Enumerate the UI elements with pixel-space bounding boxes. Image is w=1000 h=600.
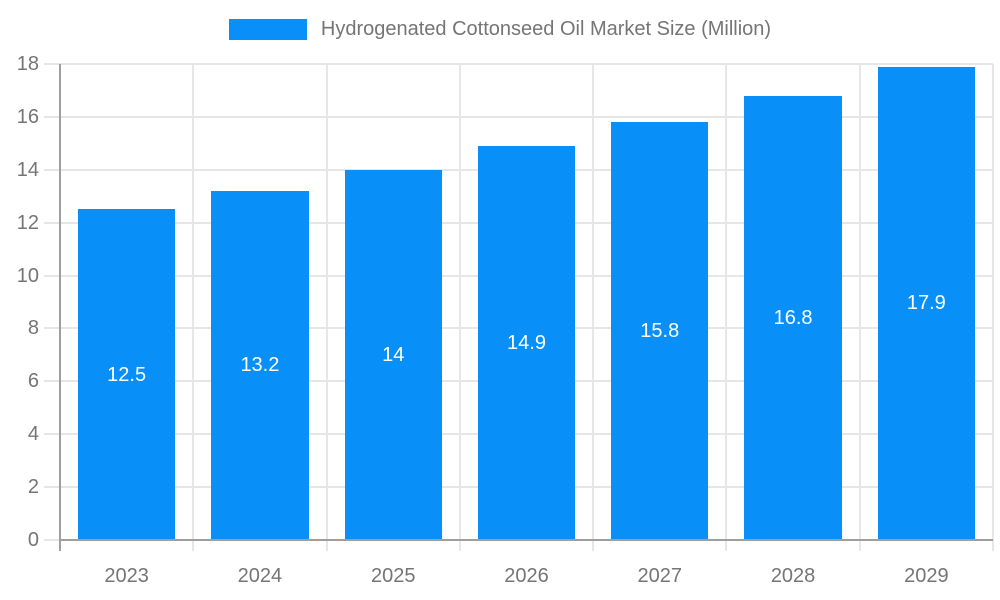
y-tick-label: 2 bbox=[27, 476, 39, 499]
y-tick-label: 8 bbox=[27, 317, 39, 340]
bar-value-label: 14.9 bbox=[507, 331, 546, 354]
bar[interactable] bbox=[477, 145, 576, 539]
x-axis-tick bbox=[192, 540, 195, 551]
y-tick-label: 12 bbox=[16, 211, 39, 234]
y-axis-tick bbox=[44, 63, 60, 65]
gridline-vertical bbox=[458, 64, 461, 540]
bar[interactable] bbox=[611, 122, 709, 539]
x-tick-label: 2028 bbox=[770, 565, 816, 587]
gridline-vertical bbox=[325, 64, 328, 540]
bar[interactable] bbox=[744, 95, 842, 539]
bar-value-label: 13.2 bbox=[240, 354, 280, 377]
y-axis-line bbox=[59, 64, 61, 551]
x-axis-tick bbox=[725, 540, 728, 551]
bar[interactable] bbox=[344, 169, 442, 539]
bar-value-label: 12.5 bbox=[107, 363, 147, 386]
x-tick-label: 2026 bbox=[504, 565, 549, 587]
x-tick-label: 2024 bbox=[237, 565, 283, 587]
x-axis-tick bbox=[325, 540, 328, 551]
gridline-vertical bbox=[725, 64, 728, 540]
y-axis-tick bbox=[44, 327, 60, 330]
x-tick-label: 2023 bbox=[104, 565, 149, 587]
y-tick-label: 4 bbox=[27, 423, 39, 446]
x-axis-tick bbox=[458, 540, 461, 551]
y-axis-tick bbox=[44, 539, 60, 541]
y-axis-tick bbox=[44, 115, 60, 118]
bar[interactable] bbox=[877, 66, 975, 539]
gridline-vertical bbox=[992, 64, 994, 540]
bar-value-label: 15.8 bbox=[640, 320, 680, 343]
legend[interactable]: Hydrogenated Cottonseed Oil Market Size … bbox=[0, 18, 1000, 41]
y-tick-label: 10 bbox=[16, 264, 39, 287]
y-tick-label: 0 bbox=[27, 529, 39, 551]
bar-value-label: 17.9 bbox=[906, 292, 946, 315]
gridline-vertical bbox=[192, 64, 195, 540]
y-tick-label: 6 bbox=[27, 370, 39, 393]
x-axis-tick bbox=[858, 540, 861, 551]
y-axis-tick bbox=[44, 221, 60, 224]
y-tick-label: 14 bbox=[16, 158, 39, 181]
legend-label: Hydrogenated Cottonseed Oil Market Size … bbox=[320, 18, 772, 40]
bar-value-label: 16.8 bbox=[773, 306, 813, 329]
y-tick-label: 18 bbox=[16, 53, 39, 75]
bar[interactable] bbox=[211, 190, 309, 539]
legend-swatch bbox=[228, 19, 307, 40]
x-tick-label: 2025 bbox=[370, 565, 416, 587]
x-axis-line bbox=[60, 539, 993, 541]
gridline-horizontal bbox=[60, 63, 993, 65]
gridline-vertical bbox=[592, 64, 595, 540]
y-axis-tick bbox=[44, 168, 60, 171]
x-axis-tick bbox=[592, 540, 595, 551]
x-tick-label: 2029 bbox=[904, 565, 949, 587]
y-axis-tick bbox=[44, 433, 60, 436]
gridline-horizontal bbox=[60, 115, 993, 118]
y-tick-label: 16 bbox=[16, 105, 39, 128]
bar[interactable] bbox=[77, 209, 176, 539]
y-axis-tick bbox=[44, 274, 60, 277]
x-axis-tick bbox=[992, 540, 994, 551]
gridline-vertical bbox=[858, 64, 861, 540]
y-axis-tick bbox=[44, 380, 60, 383]
bar-value-label: 14 bbox=[382, 343, 405, 366]
y-axis-tick bbox=[44, 486, 60, 489]
x-tick-label: 2027 bbox=[637, 565, 683, 587]
